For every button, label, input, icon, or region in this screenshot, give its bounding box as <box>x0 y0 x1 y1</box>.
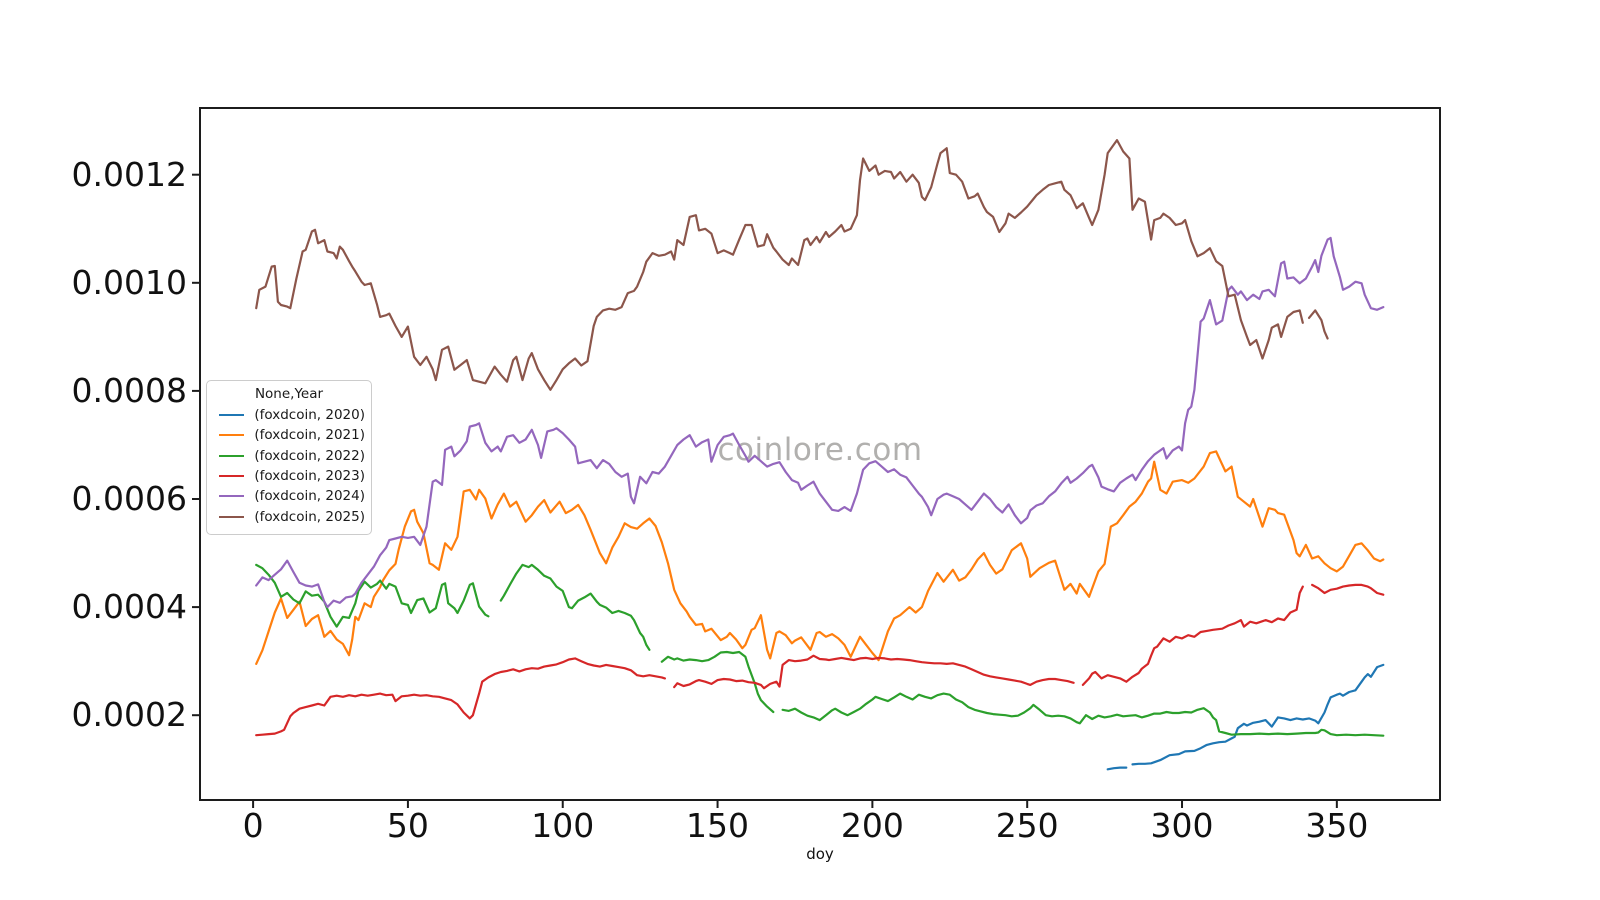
x-tick-label: 350 <box>1305 806 1369 845</box>
series-line-2023 <box>1081 585 1304 687</box>
x-tick-label: 300 <box>1150 806 1214 845</box>
series-line-2022 <box>255 563 490 628</box>
series-line-2020 <box>1106 766 1128 771</box>
x-tick-label: 150 <box>686 806 750 845</box>
y-tick-label: 0.0010 <box>71 262 187 302</box>
series-line-2023 <box>1310 583 1385 596</box>
legend-item-2024: (foxdcoin, 2024) <box>213 486 365 506</box>
legend-item-2020: (foxdcoin, 2020) <box>213 405 365 425</box>
series-line-2023 <box>255 657 667 737</box>
series-line-2022 <box>499 563 651 651</box>
legend-item-label: (foxdcoin, 2023) <box>254 468 365 485</box>
series-line-2021 <box>255 450 1385 666</box>
legend-line-swatch <box>219 495 245 498</box>
y-tick-label: 0.0004 <box>71 587 187 627</box>
y-tick-label: 0.0002 <box>71 695 187 735</box>
series-line-2022 <box>781 692 1385 737</box>
series-line-2024 <box>255 236 1385 609</box>
series-line-2025 <box>1307 309 1329 340</box>
y-tick-label: 0.0012 <box>71 154 187 194</box>
x-tick-label: 100 <box>531 806 595 845</box>
x-tick-label: 250 <box>995 806 1059 845</box>
legend-item-label: (foxdcoin, 2022) <box>254 447 365 464</box>
legend-line-swatch <box>219 475 245 478</box>
legend-line-swatch <box>219 515 245 518</box>
watermark-text: coinlore.com <box>717 432 923 468</box>
series-line-2025 <box>255 139 1304 391</box>
legend-line-swatch <box>219 414 245 417</box>
legend-item-label: (foxdcoin, 2021) <box>254 427 365 444</box>
legend-item-2021: (foxdcoin, 2021) <box>213 425 365 445</box>
x-tick-label: 50 <box>386 806 429 845</box>
series-line-2023 <box>673 654 1075 690</box>
legend-item-label: (foxdcoin, 2020) <box>254 407 365 424</box>
legend: None,Year (foxdcoin, 2020) (foxdcoin, 202… <box>206 380 372 535</box>
legend-item-2025: (foxdcoin, 2025) <box>213 506 365 526</box>
legend-title: None,Year <box>254 386 324 402</box>
legend-item-2022: (foxdcoin, 2022) <box>213 446 365 466</box>
legend-item-label: (foxdcoin, 2024) <box>254 488 365 505</box>
series-line-2020 <box>1131 663 1385 766</box>
series-line-2022 <box>660 650 775 714</box>
legend-item-label: (foxdcoin, 2025) <box>254 508 365 525</box>
y-tick-label: 0.0008 <box>71 370 187 410</box>
plot-border <box>199 107 1441 801</box>
x-tick-label: 200 <box>840 806 904 845</box>
legend-line-swatch <box>219 454 245 457</box>
x-axis-label: doy <box>806 845 834 863</box>
y-tick-label: 0.0006 <box>71 479 187 518</box>
legend-line-swatch <box>219 434 245 437</box>
legend-items: (foxdcoin, 2020) (foxdcoin, 2021) (foxdcoi… <box>213 405 365 527</box>
x-tick-label: 0 <box>242 806 264 845</box>
legend-item-2023: (foxdcoin, 2023) <box>213 466 365 486</box>
